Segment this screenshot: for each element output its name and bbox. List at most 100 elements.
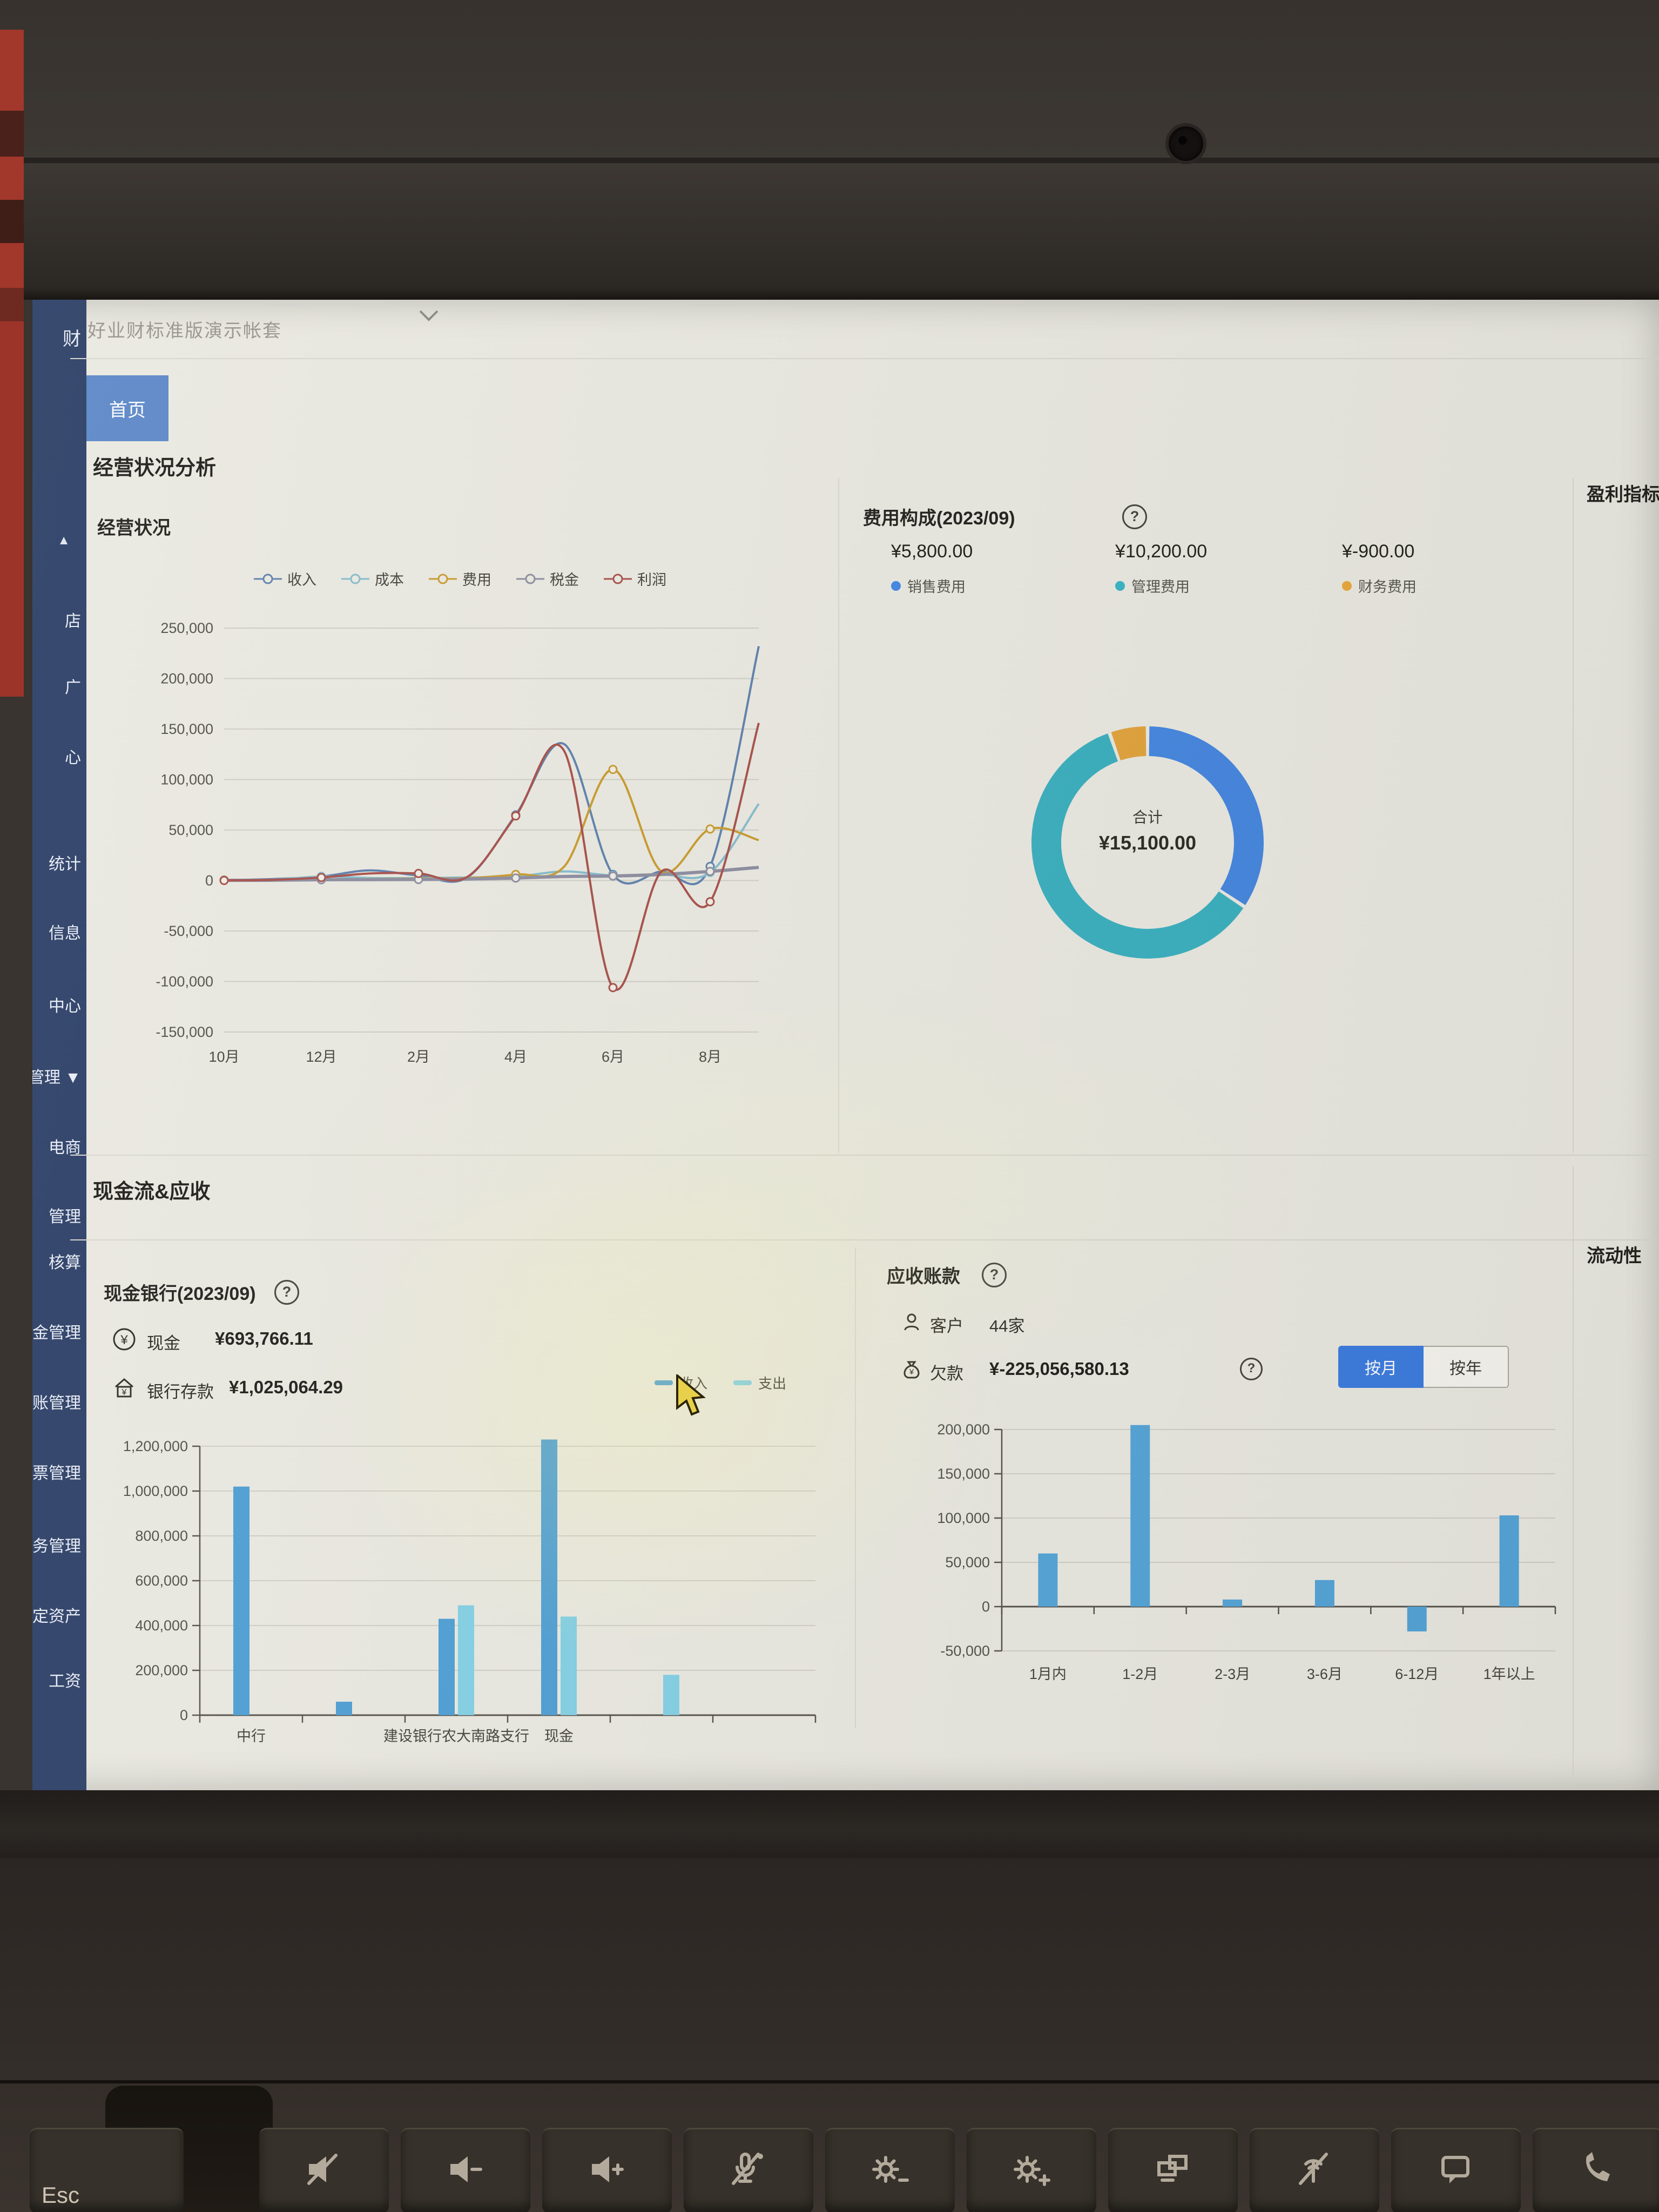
webcam [1165,123,1206,164]
debt-value: ¥-225,056,580.13 [989,1359,1129,1379]
key-brightness-up[interactable] [967,2128,1096,2212]
legend-item-收入[interactable]: 收入 [254,568,316,589]
svg-text:6-12月: 6-12月 [1395,1666,1439,1682]
panel-divider-v1 [838,478,839,1153]
svg-text:8月: 8月 [699,1049,721,1065]
volume-up-icon [592,2156,624,2182]
svg-text:1年以上: 1年以上 [1483,1666,1535,1682]
sidebar-item-5[interactable]: 中心 [49,997,81,1015]
customer-icon [901,1311,922,1333]
message-icon [1441,2156,1469,2183]
expense-stat-财务费用: ¥-900.00 财务费用 [1342,541,1417,595]
expense-stat-销售费用: ¥5,800.00 销售费用 [891,541,973,595]
help-icon[interactable]: ? [1240,1358,1263,1380]
sidebar-item-10[interactable]: 金管理 [32,1324,81,1342]
help-icon[interactable]: ? [274,1280,299,1305]
sidebar-item-4[interactable]: 信息 [49,925,81,942]
key-volume-up[interactable] [542,2128,672,2212]
svg-text:400,000: 400,000 [135,1617,188,1634]
svg-text:200,000: 200,000 [160,671,213,687]
cash-value: ¥693,766.11 [215,1328,313,1348]
cashflow-divider [70,1239,1659,1240]
panel-divider-v3 [855,1247,856,1728]
help-icon[interactable]: ? [1122,504,1147,529]
period-toggle: 按月 按年 [1338,1346,1509,1388]
toggle-by-year[interactable]: 按年 [1424,1346,1509,1388]
app-logo-fragment: 财 [63,329,81,349]
key-display-toggle[interactable] [1108,2128,1238,2212]
phone-icon [1586,2152,1610,2181]
sidebar-collapse-icon[interactable]: ▲ [57,533,70,548]
help-icon[interactable]: ? [982,1263,1007,1287]
svg-text:100,000: 100,000 [160,772,213,788]
sidebar-item-1[interactable]: 广 [65,679,81,697]
sidebar-item-3[interactable]: 统计 [49,855,81,873]
sidebar-item-11[interactable]: 账管理 [32,1394,81,1412]
svg-text:100,000: 100,000 [937,1510,990,1526]
key-phone[interactable] [1533,2128,1659,2212]
line-chart-legend: 收入 成本 费用 税金 利润 [254,568,666,589]
svg-text:1-2月: 1-2月 [1122,1666,1158,1682]
red-strip-decor [0,30,24,697]
svg-text:1,200,000: 1,200,000 [123,1438,188,1454]
key-mute[interactable] [259,2128,389,2212]
sidebar-item-12[interactable]: 票管理 [32,1465,81,1482]
svg-text:200,000: 200,000 [135,1662,188,1678]
key-esc[interactable]: Esc [30,2128,184,2212]
expense-stat-管理费用: ¥10,200.00 管理费用 [1115,541,1208,595]
key-message[interactable] [1391,2128,1521,2212]
mouse-cursor [676,1374,711,1418]
panel-divider-v2 [1573,478,1574,1153]
sidebar-item-7[interactable]: 电商 [49,1139,81,1157]
screen [32,300,1659,1790]
legend-item-成本[interactable]: 成本 [341,568,404,589]
svg-text:50,000: 50,000 [168,822,213,838]
sidebar-item-15[interactable]: 工资 [49,1673,81,1690]
sidebar-item-6[interactable]: 管理 ▼ [32,1069,81,1087]
cash-bank-bar-chart: 1,200,000 1,000,000 800,000 600,000 400,000 2… [108,1419,842,1770]
key-wireless-off[interactable] [1250,2128,1379,2212]
toggle-by-month[interactable]: 按月 [1338,1346,1424,1388]
deck-seam [0,2080,1659,2083]
svg-text:0: 0 [180,1707,188,1723]
key-volume-down[interactable] [401,2128,530,2212]
svg-text:250,000: 250,000 [160,620,213,636]
svg-text:200,000: 200,000 [937,1421,990,1438]
legend-item-税金[interactable]: 税金 [516,568,579,589]
laptop-bezel [0,0,1659,300]
key-mic-mute[interactable] [684,2128,813,2212]
header-divider [70,358,1659,359]
key-esc-label: Esc [42,2182,80,2208]
volume-down-icon [450,2156,482,2182]
tab-home[interactable]: 首页 [86,375,168,441]
sidebar-item-9[interactable]: 核算 [49,1254,81,1272]
sidebar-item-13[interactable]: 税务管理 [32,1537,81,1555]
sidebar-item-0[interactable]: 店 [65,612,81,630]
brightness-up-icon [1014,2156,1050,2186]
receivables-bar-chart: 200,000 150,000 100,000 50,000 0 -50,000 1月内 1-… [918,1400,1572,1740]
svg-text:-150,000: -150,000 [156,1024,213,1040]
bank-deposit-value: ¥1,025,064.29 [229,1377,343,1397]
svg-text:1月内: 1月内 [1029,1666,1067,1682]
cash-chart-legend: 收入 支出 [655,1373,786,1393]
debt-icon: ¥ [901,1358,922,1379]
customers-label: 客户 [930,1317,963,1336]
brightness-down-icon [872,2156,909,2183]
svg-text:-50,000: -50,000 [940,1643,990,1659]
debt-label: 欠款 [930,1364,963,1383]
customers-value: 44家 [989,1317,1025,1336]
legend-item-支出[interactable]: 支出 [733,1373,786,1393]
key-brightness-down[interactable] [825,2128,955,2212]
legend-item-费用[interactable]: 费用 [429,568,491,589]
sidebar-item-2[interactable]: 心 [65,749,81,767]
sidebar-item-8[interactable]: 管理 [49,1208,81,1226]
bezel-bottom [0,1790,1659,1858]
panel-stub-liquidity: 流动性 [1587,1246,1642,1266]
chevron-down-icon[interactable] [416,302,442,328]
legend-item-利润[interactable]: 利润 [604,568,666,589]
sidebar-item-14[interactable]: 固定资产 [32,1608,81,1626]
bank-icon: ¥ [112,1376,136,1400]
svg-text:600,000: 600,000 [135,1573,188,1589]
svg-text:10月: 10月 [208,1049,239,1065]
